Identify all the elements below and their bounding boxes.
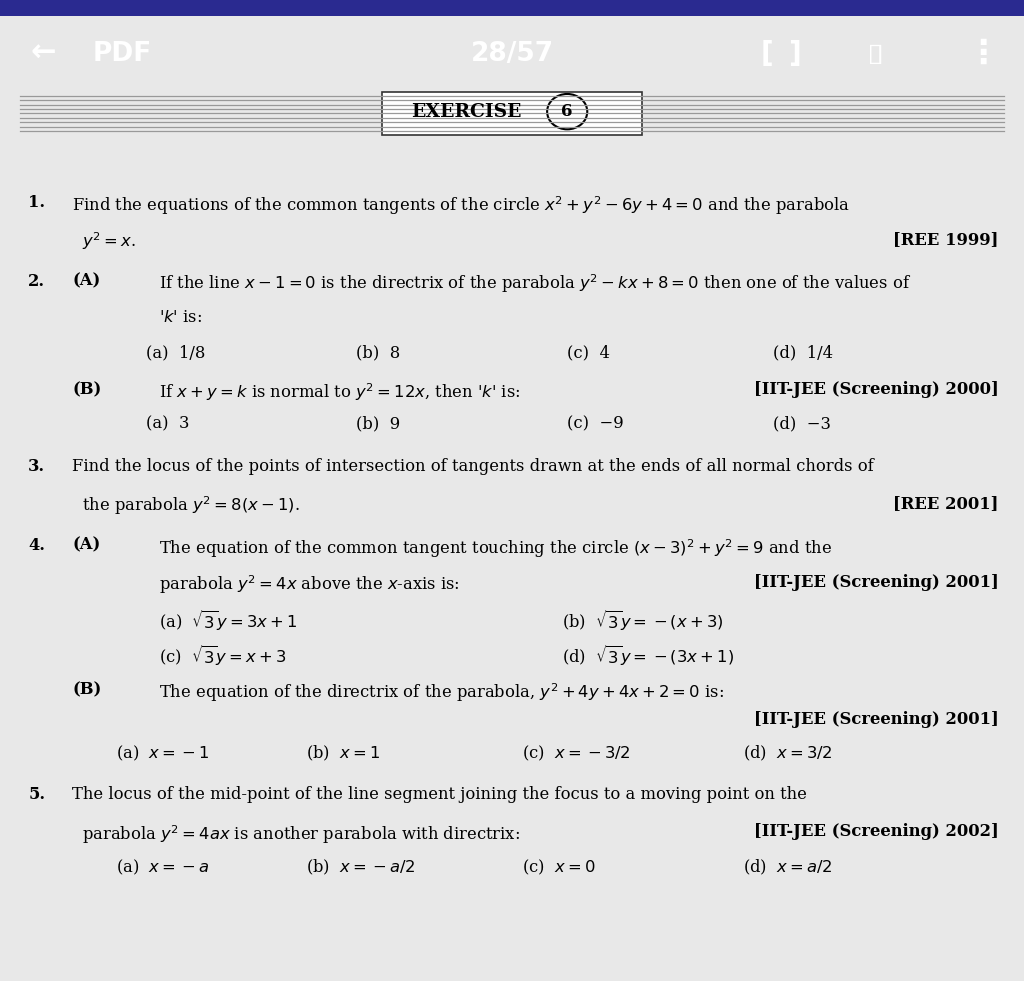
Text: (a)  $x = -1$: (a) $x = -1$ xyxy=(116,744,209,763)
Text: [IIT-JEE (Screening) 2001]: [IIT-JEE (Screening) 2001] xyxy=(754,574,998,591)
Text: (a)  3: (a) 3 xyxy=(145,416,189,433)
Text: EXERCISE: EXERCISE xyxy=(412,103,522,121)
Text: [REE 1999]: [REE 1999] xyxy=(893,231,998,247)
Text: 🔖: 🔖 xyxy=(869,43,882,64)
Text: (c)  $\sqrt{3}y = x + 3$: (c) $\sqrt{3}y = x + 3$ xyxy=(159,644,287,668)
Text: [IIT-JEE (Screening) 2002]: [IIT-JEE (Screening) 2002] xyxy=(754,823,998,840)
Text: The equation of the common tangent touching the circle $(x - 3)^2 + y^2 = 9$ and: The equation of the common tangent touch… xyxy=(159,537,831,559)
Text: (b)  $x = -a/2$: (b) $x = -a/2$ xyxy=(306,857,416,877)
Text: PDF: PDF xyxy=(92,40,152,67)
Text: Find the equations of the common tangents of the circle $x^2 + y^2 - 6y + 4 = 0$: Find the equations of the common tangent… xyxy=(73,194,851,217)
Text: (d)  −3: (d) −3 xyxy=(773,416,830,433)
Text: (B): (B) xyxy=(73,682,101,698)
Text: ←: ← xyxy=(31,39,56,68)
FancyBboxPatch shape xyxy=(0,0,1024,16)
Text: ⋮: ⋮ xyxy=(967,37,999,70)
Text: (c)  −9: (c) −9 xyxy=(567,416,624,433)
Text: (b)  9: (b) 9 xyxy=(356,416,400,433)
Text: 3.: 3. xyxy=(29,458,45,475)
Text: (b)  $\sqrt{3}y = -(x + 3)$: (b) $\sqrt{3}y = -(x + 3)$ xyxy=(562,608,724,634)
Circle shape xyxy=(547,94,588,129)
Text: If $x + y = k$ is normal to $y^2 = 12x$, then '$k$' is:: If $x + y = k$ is normal to $y^2 = 12x$,… xyxy=(159,381,520,402)
Text: $y^2 = x$.: $y^2 = x$. xyxy=(83,231,136,252)
Text: '$k$' is:: '$k$' is: xyxy=(159,309,202,327)
Text: (c)  $x = -3/2$: (c) $x = -3/2$ xyxy=(522,744,631,763)
FancyBboxPatch shape xyxy=(382,92,642,134)
Text: (d)  $x = a/2$: (d) $x = a/2$ xyxy=(742,857,833,877)
Text: (A): (A) xyxy=(73,537,100,554)
Text: (c)  4: (c) 4 xyxy=(567,344,610,361)
Text: ⬛: ⬛ xyxy=(868,43,883,64)
Text: [: [ xyxy=(761,39,773,68)
Text: 2.: 2. xyxy=(29,273,45,289)
Text: (A): (A) xyxy=(73,273,100,289)
Text: (b)  $x = 1$: (b) $x = 1$ xyxy=(306,744,381,763)
Text: (d)  $x = 3/2$: (d) $x = 3/2$ xyxy=(742,744,833,763)
Text: parabola $y^2 = 4ax$ is another parabola with directrix:: parabola $y^2 = 4ax$ is another parabola… xyxy=(83,823,520,846)
Text: 6: 6 xyxy=(561,103,573,120)
Text: Find the locus of the points of intersection of tangents drawn at the ends of al: Find the locus of the points of intersec… xyxy=(73,458,874,475)
Text: [IIT-JEE (Screening) 2001]: [IIT-JEE (Screening) 2001] xyxy=(754,711,998,728)
Text: (B): (B) xyxy=(73,381,101,398)
Text: 5.: 5. xyxy=(29,786,45,803)
Text: [REE 2001]: [REE 2001] xyxy=(893,494,998,512)
Text: 4.: 4. xyxy=(29,537,45,554)
Text: the parabola $y^2 = 8(x - 1)$.: the parabola $y^2 = 8(x - 1)$. xyxy=(83,494,300,517)
Text: (d)  $\sqrt{3}y = -(3x + 1)$: (d) $\sqrt{3}y = -(3x + 1)$ xyxy=(562,644,734,668)
Text: (a)  $\sqrt{3}y = 3x + 1$: (a) $\sqrt{3}y = 3x + 1$ xyxy=(159,608,297,634)
Text: (a)  $x = -a$: (a) $x = -a$ xyxy=(116,857,209,877)
Text: (a)  1/8: (a) 1/8 xyxy=(145,344,205,361)
Text: 1.: 1. xyxy=(29,194,45,211)
Text: (d)  1/4: (d) 1/4 xyxy=(773,344,834,361)
Text: (b)  8: (b) 8 xyxy=(356,344,400,361)
Text: The equation of the directrix of the parabola, $y^2 + 4y + 4x + 2 = 0$ is:: The equation of the directrix of the par… xyxy=(159,682,724,704)
Text: parabola $y^2 = 4x$ above the $x$-axis is:: parabola $y^2 = 4x$ above the $x$-axis i… xyxy=(159,574,460,596)
Text: The locus of the mid-point of the line segment joining the focus to a moving poi: The locus of the mid-point of the line s… xyxy=(73,786,807,803)
Text: 28/57: 28/57 xyxy=(470,40,554,67)
Text: (c)  $x = 0$: (c) $x = 0$ xyxy=(522,857,596,877)
Text: ]: ] xyxy=(788,39,801,68)
Text: [IIT-JEE (Screening) 2000]: [IIT-JEE (Screening) 2000] xyxy=(754,381,998,398)
Text: If the line $x - 1 = 0$ is the directrix of the parabola $y^2 - kx + 8 = 0$ then: If the line $x - 1 = 0$ is the directrix… xyxy=(159,273,911,295)
